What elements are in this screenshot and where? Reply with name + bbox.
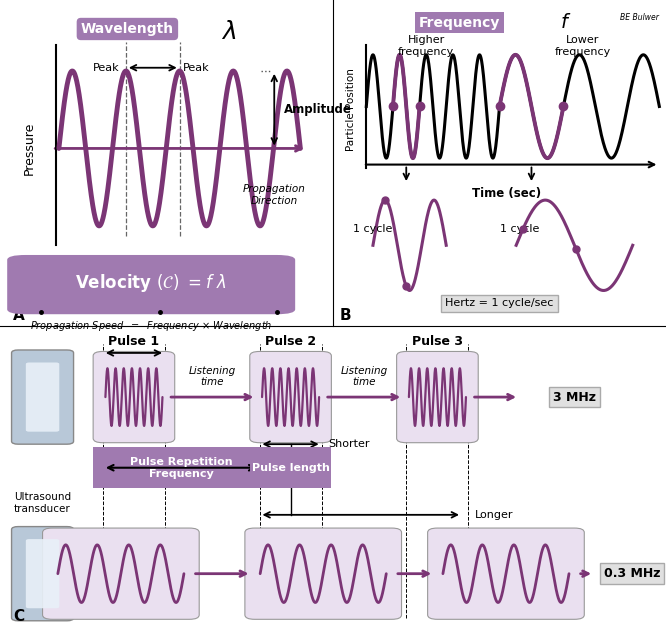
- Text: A: A: [13, 308, 25, 323]
- Text: Peak: Peak: [183, 63, 210, 73]
- Text: Ultrasound
transducer: Ultrasound transducer: [14, 492, 71, 514]
- Text: Propagation Speed  $=$  Frequency $\times$ Wavelength: Propagation Speed $=$ Frequency $\times$…: [30, 319, 272, 333]
- Text: Propagation
Direction: Propagation Direction: [243, 184, 306, 206]
- Text: $\lambda$: $\lambda$: [221, 20, 236, 44]
- Text: Frequency: Frequency: [419, 16, 500, 30]
- Text: $f$: $f$: [560, 13, 572, 32]
- Text: Pulse 2: Pulse 2: [265, 335, 316, 348]
- Text: Pulse Repetition
Frequency: Pulse Repetition Frequency: [130, 457, 232, 479]
- Text: Longer: Longer: [475, 510, 513, 520]
- Text: 0.3 MHz: 0.3 MHz: [603, 567, 660, 580]
- Text: 1 cycle: 1 cycle: [500, 224, 539, 234]
- Text: 3 MHz: 3 MHz: [553, 391, 596, 404]
- Text: Listening
time: Listening time: [340, 366, 388, 387]
- Text: Wavelength: Wavelength: [81, 22, 174, 36]
- Text: Higher
frequency: Higher frequency: [398, 35, 454, 57]
- Text: Pulse 1: Pulse 1: [109, 335, 159, 348]
- Text: Pulse 3: Pulse 3: [412, 335, 463, 348]
- FancyBboxPatch shape: [11, 350, 73, 444]
- FancyBboxPatch shape: [26, 363, 59, 432]
- Text: Peak: Peak: [93, 63, 119, 73]
- Text: 1 cycle: 1 cycle: [353, 224, 392, 234]
- FancyBboxPatch shape: [26, 539, 59, 608]
- Text: BE Bulwer: BE Bulwer: [621, 13, 659, 22]
- FancyBboxPatch shape: [245, 528, 402, 619]
- Text: Time (sec): Time (sec): [472, 187, 541, 200]
- FancyBboxPatch shape: [250, 447, 332, 488]
- Text: Amplitude: Amplitude: [284, 103, 352, 116]
- Text: Pulse length: Pulse length: [252, 463, 330, 473]
- Text: Shorter: Shorter: [328, 439, 370, 449]
- Text: Velocity $(\mathcal{C})$ $= f\ \lambda$: Velocity $(\mathcal{C})$ $= f\ \lambda$: [75, 272, 227, 294]
- FancyBboxPatch shape: [43, 528, 199, 619]
- FancyBboxPatch shape: [11, 527, 73, 621]
- FancyBboxPatch shape: [7, 255, 295, 314]
- FancyBboxPatch shape: [93, 447, 269, 488]
- Text: C: C: [13, 609, 25, 624]
- FancyBboxPatch shape: [250, 351, 332, 442]
- FancyBboxPatch shape: [93, 351, 174, 442]
- Text: Pressure: Pressure: [23, 122, 36, 175]
- Text: Hertz = 1 cycle/sec: Hertz = 1 cycle/sec: [446, 298, 553, 308]
- FancyBboxPatch shape: [397, 351, 478, 442]
- FancyBboxPatch shape: [428, 528, 584, 619]
- Text: Particle Position: Particle Position: [346, 68, 356, 151]
- Text: Listening
time: Listening time: [188, 366, 236, 387]
- Text: B: B: [340, 308, 351, 323]
- Text: Lower
frequency: Lower frequency: [555, 35, 611, 57]
